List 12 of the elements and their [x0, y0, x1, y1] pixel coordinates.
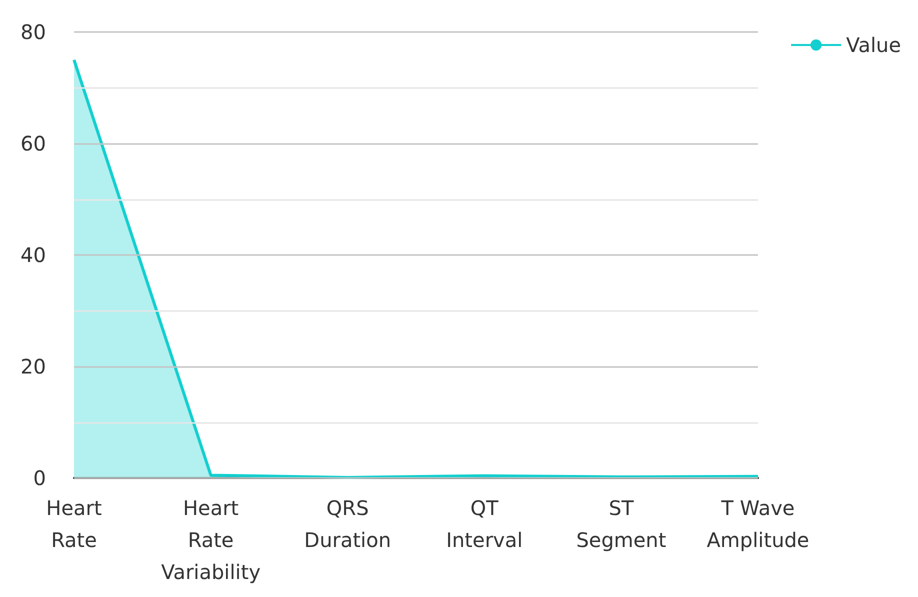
y-tick-label: 0 — [33, 466, 46, 490]
y-tick-label: 20 — [20, 354, 46, 378]
x-tick-label: ST Segment — [576, 496, 666, 552]
x-tick-label: QT Interval — [446, 496, 523, 552]
y-tick-label: 40 — [20, 243, 46, 267]
legend-label: Value — [846, 33, 901, 57]
x-tick-label: QRS Duration — [304, 496, 392, 552]
y-tick-label: 80 — [20, 20, 46, 44]
y-tick-label: 60 — [20, 132, 46, 156]
x-tick-label: Heart Rate Variability — [161, 496, 261, 584]
x-tick-label: Heart Rate — [46, 496, 102, 552]
x-tick-label: T Wave Amplitude — [706, 496, 810, 552]
